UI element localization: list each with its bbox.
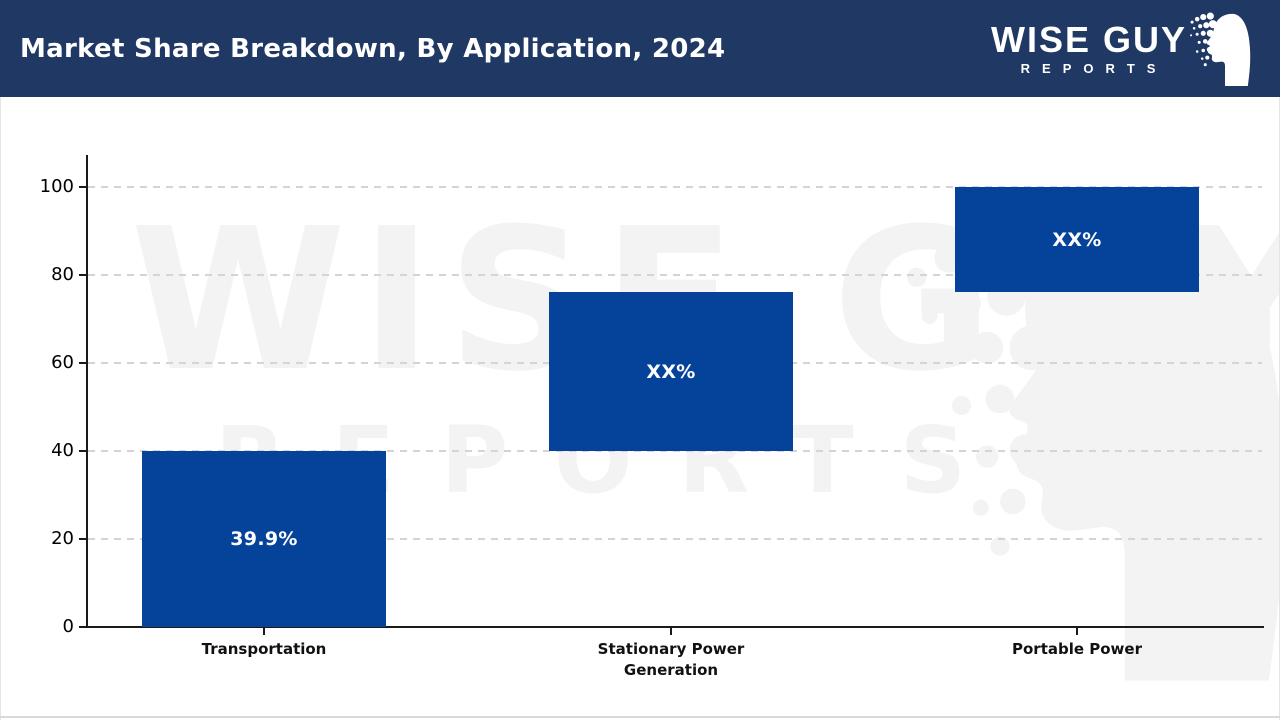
x-axis-line	[86, 626, 1264, 628]
logo-face-icon	[1190, 12, 1251, 86]
logo-wiseguy-text: WISE GUY	[991, 19, 1188, 60]
y-tick-mark-0	[79, 626, 87, 628]
x-category-label-2: Stationary Power Generation	[597, 640, 745, 679]
x-tick-mark-1	[263, 627, 265, 635]
gridline-20	[88, 538, 1262, 540]
bar-value-label-2: XX%	[646, 360, 696, 383]
y-axis-line	[86, 155, 88, 627]
y-tick-mark-60	[79, 362, 87, 364]
y-tick-mark-100	[79, 186, 87, 188]
page-bottom-border	[0, 716, 1280, 718]
y-tick-label-60: 60	[51, 352, 74, 373]
gridline-80	[88, 274, 1262, 276]
y-tick-label-100: 100	[39, 176, 74, 197]
logo-reports-text: REPORTS	[1020, 61, 1168, 76]
bar-1: 39.9%	[142, 451, 386, 627]
y-tick-mark-20	[79, 538, 87, 540]
page-left-border	[0, 97, 1, 720]
bar-2: XX%	[549, 292, 793, 452]
y-tick-mark-40	[79, 450, 87, 452]
y-tick-mark-80	[79, 274, 87, 276]
y-tick-label-20: 20	[51, 528, 74, 549]
bar-value-label-1: 39.9%	[230, 528, 298, 551]
y-tick-label-0: 0	[62, 616, 74, 637]
y-tick-label-40: 40	[51, 440, 74, 461]
logo-text: WISE GUY REPORTS	[991, 19, 1188, 77]
x-category-label-1: Transportation	[201, 640, 327, 658]
wise-guy-reports-logo: WISE GUY REPORTS	[991, 11, 1256, 87]
header-bar: Market Share Breakdown, By Application, …	[0, 0, 1280, 97]
gridline-100	[88, 186, 1262, 188]
x-category-label-3: Portable Power	[1012, 640, 1142, 658]
x-tick-mark-3	[1076, 627, 1078, 635]
bar-value-label-3: XX%	[1052, 228, 1102, 251]
page-title: Market Share Breakdown, By Application, …	[20, 33, 726, 64]
bar-3: XX%	[955, 187, 1199, 293]
y-tick-label-80: 80	[51, 264, 74, 285]
x-tick-mark-2	[670, 627, 672, 635]
